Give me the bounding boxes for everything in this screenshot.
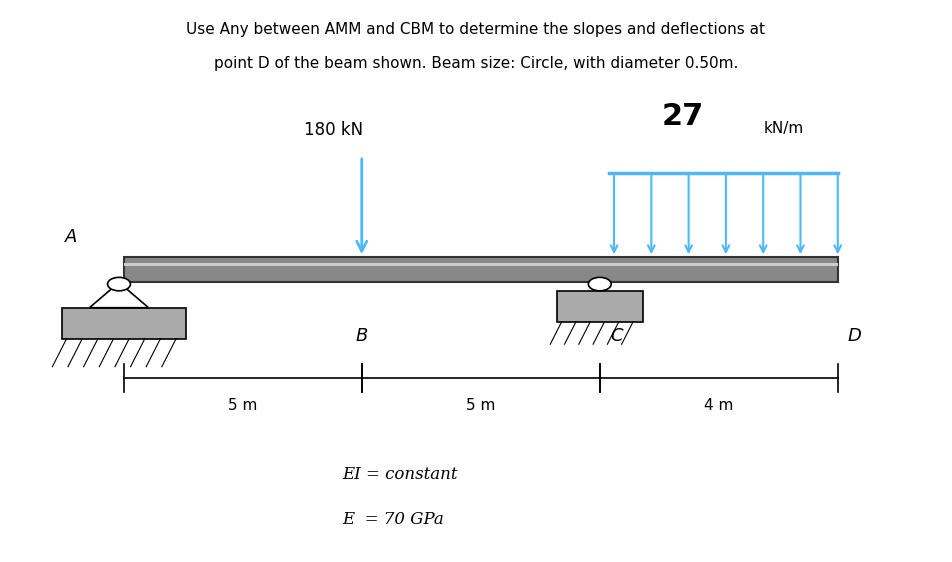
- Text: D: D: [848, 327, 862, 346]
- Text: E  = 70 GPa: E = 70 GPa: [343, 511, 445, 528]
- Text: 5 m: 5 m: [228, 398, 257, 413]
- Polygon shape: [89, 283, 149, 308]
- Text: C: C: [610, 327, 624, 346]
- Bar: [124, 257, 838, 283]
- Text: A: A: [66, 228, 77, 246]
- Text: kN/m: kN/m: [764, 121, 804, 136]
- Text: 4 m: 4 m: [704, 398, 733, 413]
- Text: point D of the beam shown. Beam size: Circle, with diameter 0.50m.: point D of the beam shown. Beam size: Ci…: [214, 56, 738, 71]
- Text: 27: 27: [662, 102, 704, 131]
- Bar: [62, 308, 186, 338]
- Circle shape: [108, 277, 130, 291]
- Bar: [557, 291, 643, 321]
- Text: 5 m: 5 m: [466, 398, 495, 413]
- Text: B: B: [356, 327, 367, 346]
- Text: 180 kN: 180 kN: [304, 121, 363, 139]
- Bar: [124, 263, 838, 266]
- Circle shape: [588, 277, 611, 291]
- Text: EI = constant: EI = constant: [343, 466, 458, 483]
- Text: Use Any between AMM and CBM to determine the slopes and deflections at: Use Any between AMM and CBM to determine…: [187, 22, 765, 38]
